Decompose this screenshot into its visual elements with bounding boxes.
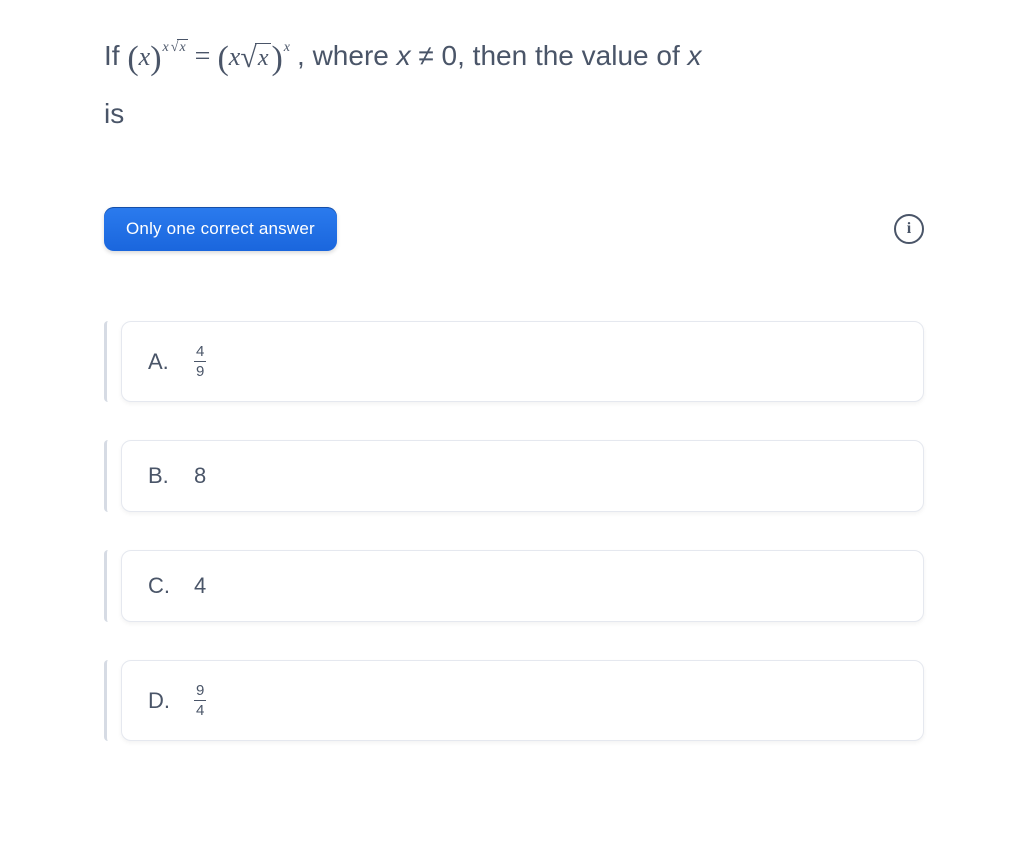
option-c[interactable]: C. 4 [121, 550, 924, 622]
question-text: If (x)xx = (xx)x , where x ≠ 0, then the… [104, 32, 924, 137]
option-b-value: 8 [194, 463, 206, 489]
question-neq: ≠ 0, then the value of [411, 40, 688, 71]
question-xvar: x [397, 40, 411, 71]
info-icon[interactable]: i [894, 214, 924, 244]
option-letter: B. [148, 463, 172, 489]
question-prefix: If [104, 40, 127, 71]
badge-row: Only one correct answer i [104, 207, 924, 251]
option-c-value: 4 [194, 573, 206, 599]
question-line2: is [104, 92, 924, 137]
option-d-wrap: D. 9 4 [104, 660, 924, 741]
option-letter: A. [148, 349, 172, 375]
option-d-fraction: 9 4 [194, 683, 206, 718]
option-a-wrap: A. 4 9 [104, 321, 924, 402]
equation-lhs: (x)xx [127, 41, 194, 72]
question-middle: , where [297, 40, 397, 71]
option-b[interactable]: B. 8 [121, 440, 924, 512]
equation-rhs: (xx)x [217, 41, 297, 72]
option-c-wrap: C. 4 [104, 550, 924, 622]
option-b-wrap: B. 8 [104, 440, 924, 512]
option-letter: D. [148, 688, 172, 714]
equation-equals: = [195, 41, 218, 72]
question-suffix-var: x [688, 40, 702, 71]
options-list: A. 4 9 B. 8 C. 4 D. 9 4 [104, 321, 924, 741]
option-letter: C. [148, 573, 172, 599]
option-a-fraction: 4 9 [194, 344, 206, 379]
answer-type-badge: Only one correct answer [104, 207, 337, 251]
option-a[interactable]: A. 4 9 [121, 321, 924, 402]
option-d[interactable]: D. 9 4 [121, 660, 924, 741]
